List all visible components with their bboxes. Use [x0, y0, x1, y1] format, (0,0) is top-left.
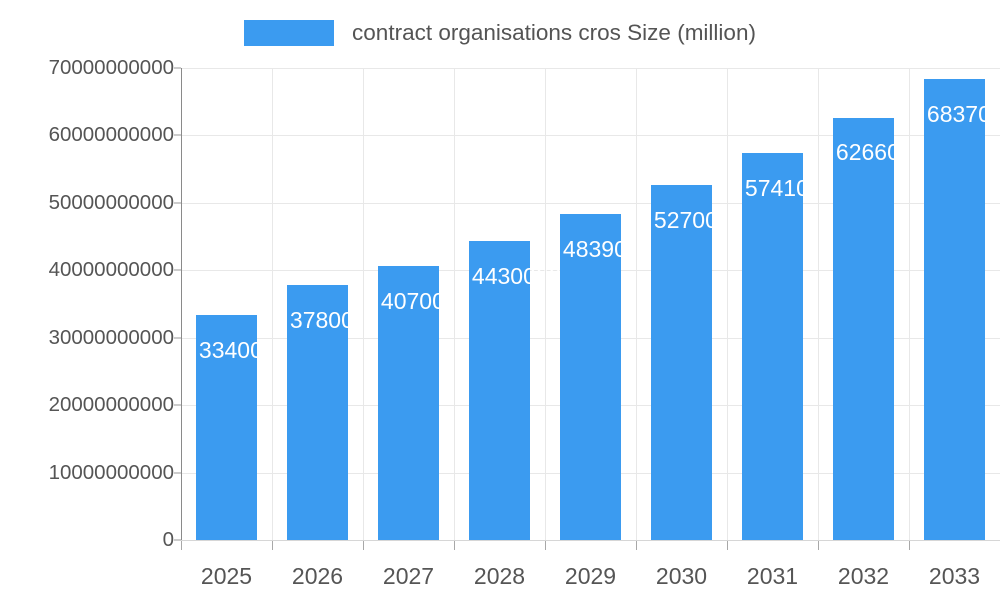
legend-label: contract organisations cros Size (millio… — [352, 20, 756, 45]
x-axis-tick-mark — [181, 541, 182, 550]
grid-line-horizontal — [181, 135, 1000, 137]
chart-legend: contract organisations cros Size (millio… — [0, 17, 1000, 49]
x-axis-tick-label: 2027 — [382, 563, 435, 589]
grid-line-vertical — [636, 68, 637, 540]
x-axis-tick-mark — [363, 541, 364, 550]
bar[interactable] — [469, 241, 530, 540]
y-axis-tick-mark — [174, 202, 181, 204]
x-axis-tick-label: 2033 — [928, 563, 981, 589]
y-axis-tick-label: 70000000000 — [48, 56, 174, 79]
y-axis-tick-mark — [174, 404, 181, 406]
grid-line-vertical — [909, 68, 910, 540]
x-axis-tick-label: 2031 — [746, 563, 799, 589]
bar[interactable] — [196, 314, 257, 540]
bar[interactable] — [833, 117, 894, 540]
bar[interactable] — [560, 213, 621, 540]
x-axis-baseline — [181, 540, 1000, 541]
grid-line-vertical — [363, 68, 364, 540]
x-axis-tick-label: 2028 — [473, 563, 526, 589]
y-axis-tick-label: 10000000000 — [48, 460, 174, 484]
y-axis-tick-label: 20000000000 — [48, 393, 174, 417]
legend-color-swatch[interactable] — [244, 20, 335, 46]
x-axis-tick-label: 2032 — [837, 563, 890, 589]
y-axis-tick-label: 60000000000 — [48, 123, 174, 147]
grid-line-vertical — [272, 68, 273, 540]
y-axis-tick-mark — [174, 67, 181, 69]
x-axis-tick-mark — [272, 541, 273, 550]
bar[interactable] — [378, 265, 439, 540]
bar[interactable] — [287, 285, 348, 540]
y-axis-tick-mark — [174, 134, 181, 136]
bar[interactable] — [742, 152, 803, 540]
y-axis-tick-mark — [174, 472, 181, 474]
x-axis-tick-label: 2026 — [291, 563, 344, 589]
x-axis-tick-mark — [636, 541, 637, 550]
grid-line-vertical — [454, 68, 455, 540]
grid-line-horizontal — [181, 68, 1000, 69]
grid-line-vertical — [545, 68, 546, 540]
grid-line-vertical — [727, 68, 728, 540]
y-axis-tick-label: 30000000000 — [48, 325, 174, 349]
plot-area: 33400000000 37800000000 40700000000 4430000… — [181, 68, 1000, 541]
x-axis-tick-mark — [818, 541, 819, 550]
y-axis-tick-mark — [174, 539, 181, 541]
x-axis-tick-label: 2029 — [564, 563, 617, 589]
y-axis-tick-label: 50000000000 — [48, 190, 174, 214]
x-axis-tick-mark — [454, 541, 455, 550]
x-axis-tick-label: 2030 — [655, 563, 708, 589]
x-axis-tick-mark — [545, 541, 546, 550]
bar[interactable] — [924, 79, 985, 540]
grid-line-vertical — [818, 68, 819, 540]
y-axis-tick-mark — [174, 269, 181, 271]
x-axis-tick-label: 2025 — [200, 563, 253, 589]
y-axis-tick-mark — [174, 337, 181, 339]
y-axis-tick-label: 40000000000 — [48, 258, 174, 282]
grid-line-horizontal — [181, 202, 1000, 204]
y-axis-line — [181, 68, 182, 541]
x-axis-tick-mark — [727, 541, 728, 550]
y-axis-tick-label: 0 — [162, 528, 174, 551]
bar[interactable] — [651, 184, 712, 540]
x-axis-tick-mark — [909, 541, 910, 550]
